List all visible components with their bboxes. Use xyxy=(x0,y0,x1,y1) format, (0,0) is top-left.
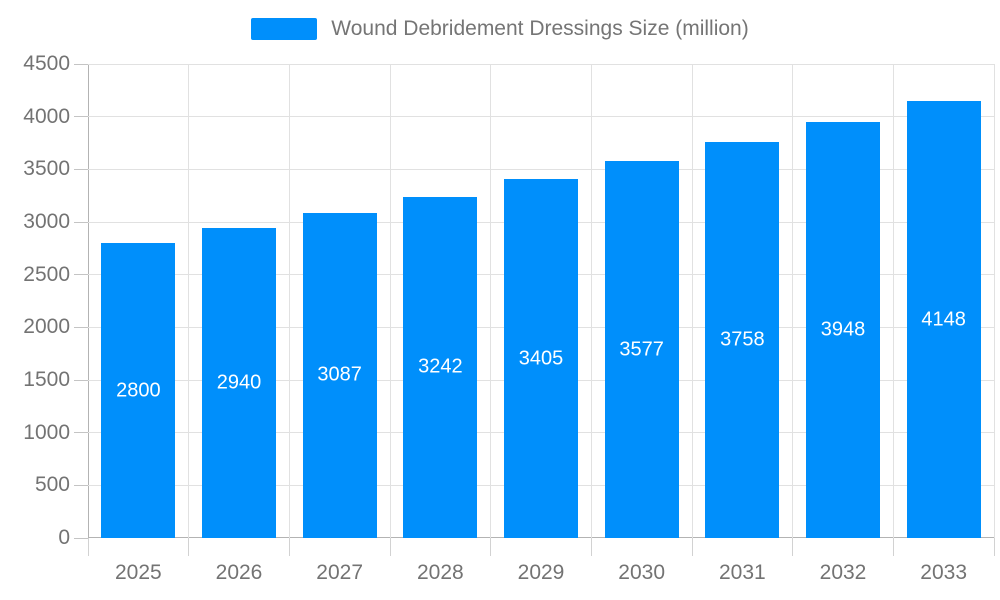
y-axis-label: 1500 xyxy=(23,368,70,391)
legend[interactable]: Wound Debridement Dressings Size (millio… xyxy=(0,17,1000,41)
y-axis-label: 3500 xyxy=(23,157,70,181)
gridline-vertical xyxy=(490,64,492,538)
bar[interactable] xyxy=(806,122,880,538)
y-axis-label: 2500 xyxy=(23,262,70,286)
y-axis-label: 4000 xyxy=(23,104,70,128)
x-axis-label: 2032 xyxy=(819,561,867,584)
gridline-vertical xyxy=(792,64,794,538)
x-axis-tick xyxy=(993,538,995,556)
x-axis-tick xyxy=(188,538,190,556)
gridline-vertical xyxy=(590,64,592,538)
y-axis-tick xyxy=(74,221,88,223)
y-axis-line xyxy=(88,64,89,556)
bar-value-label: 3758 xyxy=(720,328,765,351)
gridline-vertical xyxy=(288,64,290,538)
y-axis-label: 2000 xyxy=(23,315,70,339)
bar-value-label: 4148 xyxy=(921,308,966,331)
x-axis-label: 2033 xyxy=(920,561,968,584)
plot-area: 0 500 1000 1500 2000 2500 3000 3500 4000 4500 2800… xyxy=(23,52,995,584)
bar[interactable] xyxy=(705,142,780,538)
gridline-horizontal xyxy=(88,116,994,118)
bar[interactable] xyxy=(101,243,176,538)
bar[interactable] xyxy=(906,101,981,538)
x-axis-tick xyxy=(892,538,894,556)
bar[interactable] xyxy=(604,161,679,538)
gridline-horizontal xyxy=(88,63,994,65)
x-axis-label: 2026 xyxy=(215,561,263,584)
gridline-horizontal xyxy=(88,168,994,170)
x-axis-label: 2027 xyxy=(316,561,364,584)
y-axis-tick xyxy=(74,168,88,170)
gridline-vertical xyxy=(389,64,391,538)
y-axis-tick xyxy=(74,326,88,328)
bar-value-label: 2800 xyxy=(116,379,161,402)
y-axis-label: 3000 xyxy=(23,210,70,233)
bar-value-label: 3577 xyxy=(619,338,664,361)
x-axis-label: 2028 xyxy=(416,561,464,584)
x-axis-tick xyxy=(691,538,693,556)
y-axis-label: 0 xyxy=(58,526,70,549)
y-axis-label: 1000 xyxy=(23,420,70,444)
x-axis-tick xyxy=(389,538,391,556)
gridline-vertical xyxy=(993,64,995,538)
y-axis-tick xyxy=(74,274,88,276)
bar-value-label: 3948 xyxy=(820,318,866,341)
bar-value-label: 3405 xyxy=(518,347,564,370)
y-axis-tick xyxy=(74,116,88,118)
x-axis-tick xyxy=(490,538,492,556)
y-axis-label: 500 xyxy=(34,473,70,497)
x-axis-label: 2031 xyxy=(718,561,766,584)
x-axis-tick xyxy=(87,538,89,556)
y-axis-tick xyxy=(74,484,88,486)
x-axis-tick xyxy=(590,538,592,556)
x-axis-label: 2029 xyxy=(517,561,565,584)
y-axis-label: 4500 xyxy=(23,52,70,75)
bar-value-label: 2940 xyxy=(216,371,262,394)
legend-swatch xyxy=(251,18,318,40)
bar[interactable] xyxy=(403,196,478,538)
x-axis-tick xyxy=(792,538,794,556)
legend-label: Wound Debridement Dressings Size (millio… xyxy=(331,17,749,40)
bar-value-label: 3242 xyxy=(418,355,463,378)
y-axis-tick xyxy=(74,63,88,65)
y-axis-tick xyxy=(74,432,88,434)
bar[interactable] xyxy=(202,228,276,538)
y-axis-tick xyxy=(74,537,88,539)
x-axis-tick xyxy=(288,538,290,556)
x-axis-label: 2030 xyxy=(618,561,666,584)
bar-value-label: 3087 xyxy=(317,363,362,386)
y-axis-tick xyxy=(74,379,88,381)
x-axis-label: 2025 xyxy=(114,561,162,584)
gridline-vertical xyxy=(892,64,894,538)
bar[interactable] xyxy=(302,212,377,538)
gridline-vertical xyxy=(691,64,693,538)
bar[interactable] xyxy=(504,179,578,538)
gridline-vertical xyxy=(188,64,190,538)
